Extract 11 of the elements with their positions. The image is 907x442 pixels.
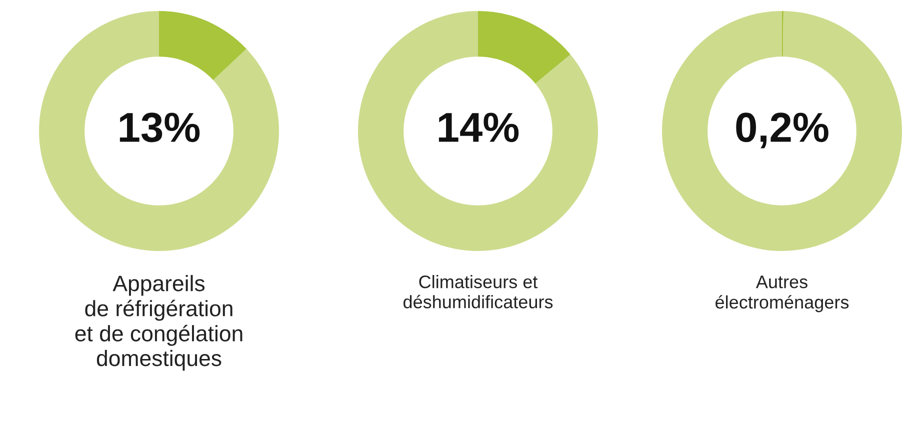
text: Autres électroménagers [716,276,849,312]
donut-slice [662,11,902,251]
donut-slice [478,11,570,84]
text: 13% [120,112,200,142]
text: Climatiseurs et déshumidificateurs [403,275,553,308]
donut-slice [358,11,598,251]
donut-slice [159,11,246,80]
text: Appareils de réfrigération et de congélation domestiques [75,275,242,371]
text: 0,2% [736,112,828,148]
donut-slice [39,11,279,251]
text: 14% [438,112,519,142]
